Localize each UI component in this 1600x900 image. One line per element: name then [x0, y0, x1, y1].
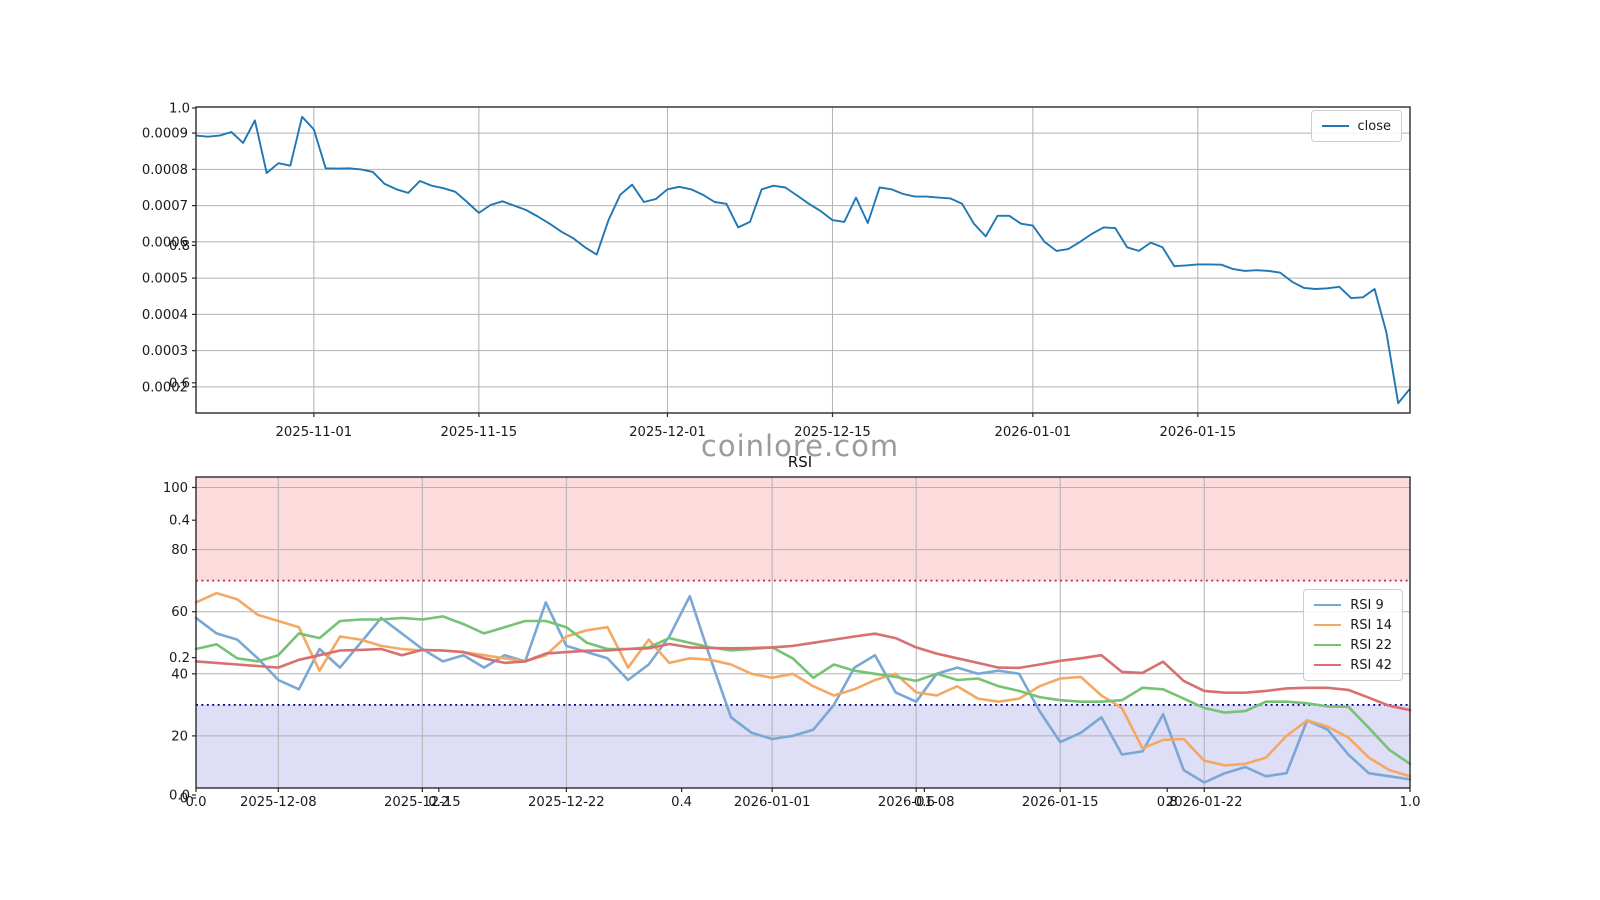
overlay-y-tick-label: 0.4: [169, 514, 190, 529]
rsi-y-tick-label: 40: [171, 667, 188, 682]
price-y-tick-label: 0.0007: [142, 199, 188, 214]
overlay-x-tick-label: 0.8: [1157, 795, 1178, 810]
price-y-tick-label: 0.0002: [142, 380, 188, 395]
legend-item-close: close: [1321, 116, 1391, 136]
legend-item-rsi42: RSI 42: [1314, 655, 1392, 675]
price-legend: close: [1310, 110, 1402, 142]
rsi9-line-swatch: [1314, 604, 1342, 606]
rsi-x-tick-label: 2026-01-22: [1166, 795, 1243, 810]
price-y-tick-label: 0.0004: [142, 308, 188, 323]
price-x-tick-label: 2026-01-01: [995, 425, 1072, 440]
price-x-tick-label: 2025-12-01: [629, 425, 706, 440]
rsi-42-line: [194, 632, 1412, 712]
price-y-tick-label: 0.0008: [142, 163, 188, 178]
overlay-x-tick-label: 0.6: [914, 795, 935, 810]
legend-item-rsi9: RSI 9: [1314, 595, 1392, 615]
rsi22-line-swatch: [1314, 644, 1342, 646]
rsi-14-line: [194, 591, 1412, 778]
legend-label-rsi9: RSI 9: [1350, 597, 1384, 613]
price-x-tick-label: 2025-11-01: [276, 425, 353, 440]
overlay-y-tick-label: 1.0: [169, 102, 190, 117]
rsi-panel-title: RSI: [787, 453, 813, 471]
price-x-tick-label: 2025-11-15: [441, 425, 518, 440]
rsi14-line-swatch: [1314, 624, 1342, 626]
price-x-tick-label: 2026-01-15: [1160, 425, 1237, 440]
overlay-x-tick-label: 0.2: [428, 795, 449, 810]
overlay-y-tick-label: 0.2: [169, 651, 190, 666]
rsi-22-line: [194, 615, 1412, 766]
rsi-panel-spine: [195, 476, 1411, 789]
oversold-band: [196, 704, 1410, 788]
price-y-tick-label: 0.0005: [142, 272, 188, 287]
price-y-tick-label: 0.0003: [142, 344, 188, 359]
overlay-x-tick-label: 0.4: [671, 795, 692, 810]
close-line-swatch: [1321, 125, 1349, 127]
overlay-x-tick-label: 0.0: [186, 795, 207, 810]
overlay-x-tick-label: 1.0: [1400, 795, 1421, 810]
rsi-y-tick-label: 80: [171, 543, 188, 558]
rsi-x-tick-label: 2025-12-15: [384, 795, 461, 810]
overbought-band: [196, 477, 1410, 581]
rsi-9-line: [194, 594, 1412, 784]
close-line: [195, 115, 1411, 405]
legend-label-rsi42: RSI 42: [1350, 657, 1392, 673]
overlay-y-tick-label: 0.0: [169, 789, 190, 804]
rsi-y-tick-label: 60: [171, 605, 188, 620]
price-y-tick-label: 0.0006: [142, 235, 188, 250]
overlay-y-tick-label: 0.8: [169, 239, 190, 254]
legend-label-close: close: [1357, 118, 1391, 134]
rsi-y-tick-label: 0: [180, 792, 188, 807]
rsi-y-tick-label: 20: [171, 729, 188, 744]
legend-label-rsi14: RSI 14: [1350, 617, 1392, 633]
price-y-tick-label: 0.0009: [142, 127, 188, 142]
watermark: coinlore.com: [700, 429, 900, 463]
legend-label-rsi22: RSI 22: [1350, 637, 1392, 653]
rsi-x-tick-label: 2025-12-08: [240, 795, 317, 810]
overlay-y-tick-label: 0.6: [169, 376, 190, 391]
rsi-legend: RSI 9 RSI 14 RSI 22 RSI 42: [1303, 589, 1403, 681]
rsi-x-tick-label: 2025-12-22: [528, 795, 605, 810]
legend-item-rsi22: RSI 22: [1314, 635, 1392, 655]
rsi42-line-swatch: [1314, 664, 1342, 666]
legend-item-rsi14: RSI 14: [1314, 615, 1392, 635]
rsi-x-tick-label: 2026-01-08: [878, 795, 955, 810]
price-x-tick-label: 2025-12-15: [794, 425, 871, 440]
rsi-x-tick-label: 2026-01-15: [1022, 795, 1099, 810]
rsi-x-tick-label: 2026-01-01: [734, 795, 811, 810]
rsi-y-tick-label: 100: [163, 481, 188, 496]
price-panel-spine: [195, 106, 1411, 414]
